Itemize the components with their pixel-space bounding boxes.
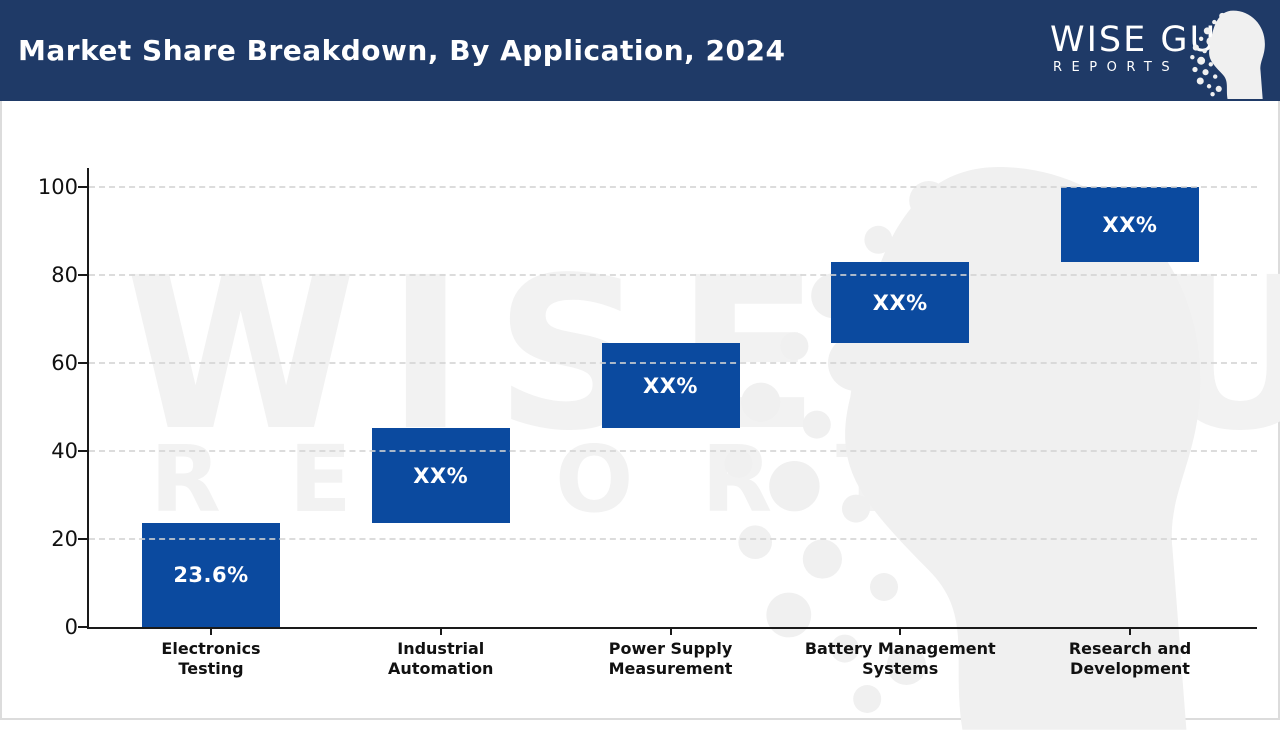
x-tick-mark-2 bbox=[439, 629, 442, 635]
x-axis-label-line: Research and bbox=[1068, 639, 1192, 658]
y-tick-mark-20 bbox=[78, 538, 87, 540]
x-axis-label-3: Power Supply Measurement bbox=[551, 639, 791, 679]
x-tick-mark-5 bbox=[1129, 629, 1131, 635]
header-bar: Market Share Breakdown, By Application, … bbox=[0, 0, 1280, 101]
y-tick-mark-100 bbox=[78, 186, 87, 188]
bar-value-label: XX% bbox=[413, 463, 469, 488]
gridline-100 bbox=[89, 186, 1257, 188]
gridline-80 bbox=[89, 274, 1257, 276]
y-tick-label-20: 20 bbox=[51, 527, 78, 551]
x-axis-label-line: Development bbox=[1070, 659, 1190, 678]
x-tick-mark-1 bbox=[210, 629, 212, 635]
y-tick-label-80: 80 bbox=[51, 263, 78, 287]
bar-5: XX% bbox=[1061, 187, 1199, 263]
x-axis-label-5: Research and Development bbox=[1010, 639, 1250, 679]
bar-value-label: XX% bbox=[1102, 212, 1158, 237]
y-tick-label-0: 0 bbox=[64, 615, 78, 639]
x-axis-label-line: Battery Management bbox=[804, 639, 996, 658]
y-tick-label-40: 40 bbox=[51, 439, 78, 463]
chart-title: Market Share Breakdown, By Application, … bbox=[18, 34, 786, 67]
bar-value-label: 23.6% bbox=[173, 563, 249, 588]
x-tick-mark-4 bbox=[899, 629, 902, 635]
x-axis-label-line: Testing bbox=[178, 659, 244, 678]
y-tick-label-60: 60 bbox=[51, 351, 78, 375]
gridline-40 bbox=[89, 450, 1257, 452]
logo-head-profile-icon bbox=[1190, 10, 1265, 99]
wise-guy-reports-logo: WISE GUY REPORTS bbox=[1010, 4, 1270, 99]
y-tick-label-100: 100 bbox=[37, 175, 78, 199]
x-axis-line bbox=[87, 627, 1257, 629]
x-axis-label-line: Power Supply bbox=[608, 639, 733, 658]
y-tick-mark-60 bbox=[78, 362, 87, 364]
y-tick-mark-80 bbox=[78, 274, 87, 276]
bar-value-label: XX% bbox=[643, 373, 698, 398]
y-tick-mark-0 bbox=[78, 626, 87, 628]
logo-reports-label: REPORTS bbox=[1053, 60, 1180, 75]
x-axis-label-line: Systems bbox=[862, 659, 939, 678]
x-tick-mark-3 bbox=[669, 629, 672, 635]
x-axis-label-4: Battery Management Systems bbox=[780, 639, 1020, 679]
y-axis-line bbox=[87, 168, 89, 629]
x-axis-label-line: Measurement bbox=[608, 659, 733, 678]
bar-value-label: XX% bbox=[872, 290, 928, 315]
x-axis-label-line: Electronics bbox=[161, 639, 261, 658]
gridline-20 bbox=[89, 538, 1257, 540]
x-axis-label-line: Industrial bbox=[397, 639, 485, 658]
bar-2: XX% bbox=[371, 428, 510, 524]
x-axis-label-line: Automation bbox=[388, 659, 494, 678]
x-axis-label-1: Electronics Testing bbox=[91, 639, 331, 679]
bar-3: XX% bbox=[601, 343, 740, 429]
gridline-60 bbox=[89, 362, 1257, 364]
x-axis-label-2: Industrial Automation bbox=[321, 639, 561, 679]
y-tick-mark-40 bbox=[78, 450, 87, 452]
bar-1: 23.6% bbox=[142, 523, 280, 627]
